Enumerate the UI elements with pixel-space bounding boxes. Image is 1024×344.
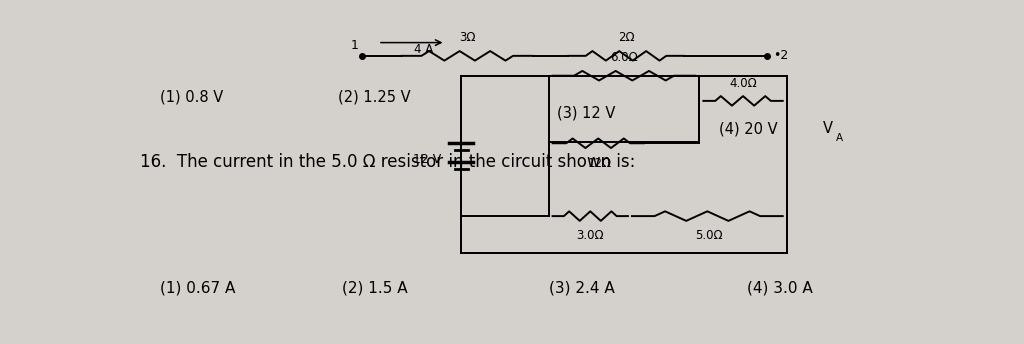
Text: 4.0Ω: 4.0Ω [729, 77, 757, 90]
Text: (3) 12 V: (3) 12 V [557, 105, 615, 120]
Text: (4) 20 V: (4) 20 V [719, 121, 778, 136]
Text: (2) 1.5 A: (2) 1.5 A [342, 280, 408, 295]
Text: 16.  The current in the 5.0 Ω resistor in the circuit shown is:: 16. The current in the 5.0 Ω resistor in… [140, 153, 635, 171]
Text: 4 A: 4 A [414, 43, 433, 56]
Text: 1: 1 [350, 39, 358, 52]
Text: A: A [836, 133, 843, 143]
Text: V: V [822, 121, 833, 136]
Text: 3.0Ω: 3.0Ω [577, 229, 604, 242]
Text: (3) 2.4 A: (3) 2.4 A [549, 280, 614, 295]
Text: 12Ω: 12Ω [588, 157, 612, 170]
Text: 12 V: 12 V [414, 153, 441, 166]
Text: (2) 1.25 V: (2) 1.25 V [338, 89, 411, 105]
Text: (4) 3.0 A: (4) 3.0 A [748, 280, 813, 295]
Text: 3Ω: 3Ω [459, 31, 475, 44]
Text: 6.0Ω: 6.0Ω [610, 51, 638, 64]
Text: (1) 0.8 V: (1) 0.8 V [160, 89, 223, 105]
Text: 5.0Ω: 5.0Ω [695, 229, 723, 242]
Text: •2: •2 [773, 49, 788, 62]
Text: (1) 0.67 A: (1) 0.67 A [160, 280, 236, 295]
Text: 2Ω: 2Ω [617, 31, 634, 44]
